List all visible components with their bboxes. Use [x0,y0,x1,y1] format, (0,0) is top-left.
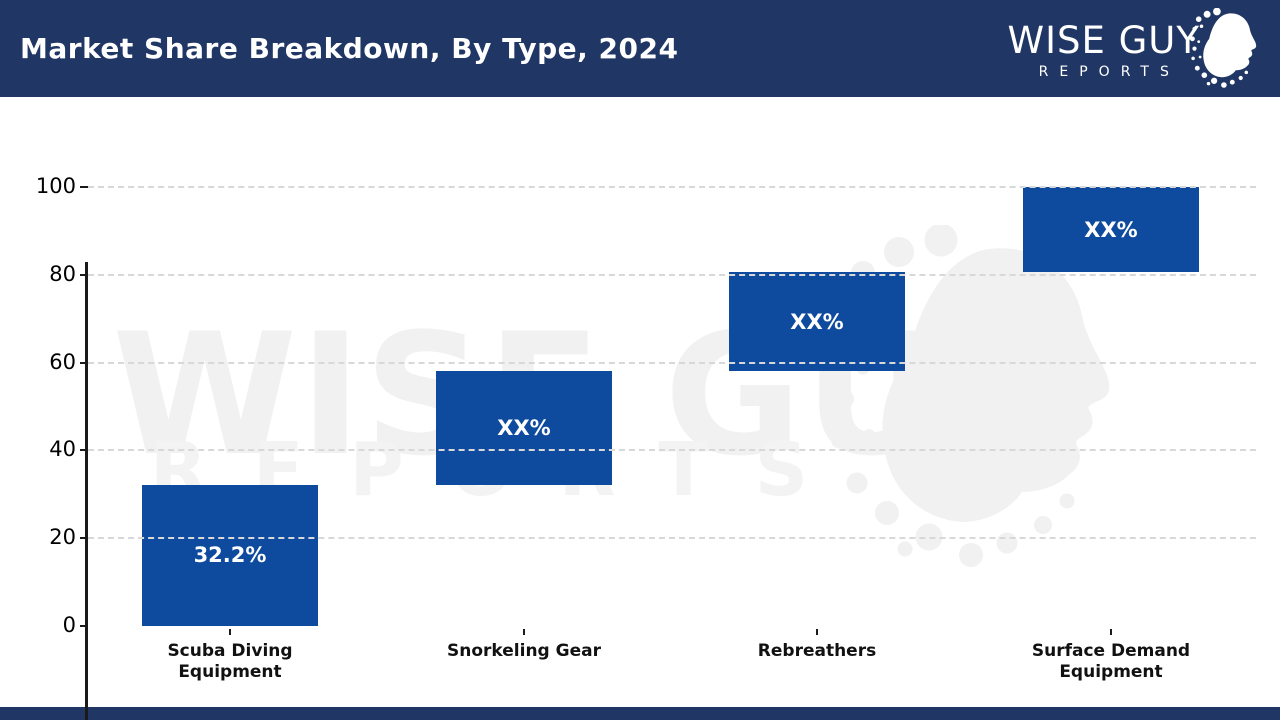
bar-segment: XX% [1023,187,1199,273]
category-label: Rebreathers [757,641,877,661]
y-tick-label: 20 [49,525,76,550]
logo-wordmark: WISE GUY [1007,18,1200,62]
category-label: Surface Demand Equipment [1031,641,1191,682]
gridline [88,186,1256,188]
x-tick-mark [229,629,231,635]
logo-text: WISE GUY REPORTS [1007,18,1200,80]
gridline [88,361,1256,364]
x-tick-mark [1110,629,1112,635]
x-tick-mark [523,629,525,635]
y-tick-label: 100 [35,174,76,198]
logo-head-icon [1186,8,1266,92]
footer-band [0,707,1280,720]
y-tick-mark [80,625,88,627]
gridline [88,273,1256,276]
y-tick-mark [80,449,88,452]
waterfall-chart: WISE GUY REPORTS 02040608010032.2%XX%XX%… [0,97,1280,720]
bar-value-label: XX% [497,415,551,440]
y-tick-label: 60 [49,349,76,374]
bar-value-label: 32.2% [193,543,267,568]
gridline [88,449,1256,452]
header-band: Market Share Breakdown, By Type, 2024 WI… [0,0,1280,97]
bar-segment: XX% [436,370,612,485]
y-tick-mark [80,273,88,276]
bar-value-label: XX% [790,309,844,334]
wise-guy-logo: WISE GUY REPORTS [1008,8,1266,92]
category-label: Scuba Diving Equipment [167,641,293,682]
x-tick-mark [816,629,818,635]
y-tick-label: 0 [62,613,76,637]
chart-title: Market Share Breakdown, By Type, 2024 [20,32,679,65]
y-tick-label: 40 [49,437,76,462]
logo-subtitle: REPORTS [1038,63,1180,80]
y-axis-line [85,262,88,720]
y-tick-mark [80,537,88,540]
bar-segment: 32.2% [142,484,318,626]
y-tick-label: 80 [49,261,76,286]
gridline [88,537,1256,540]
category-label: Snorkeling Gear [447,641,601,661]
bar-segment: XX% [729,272,905,371]
bar-value-label: XX% [1084,217,1138,242]
y-tick-mark [80,361,88,364]
y-tick-mark [80,186,88,188]
